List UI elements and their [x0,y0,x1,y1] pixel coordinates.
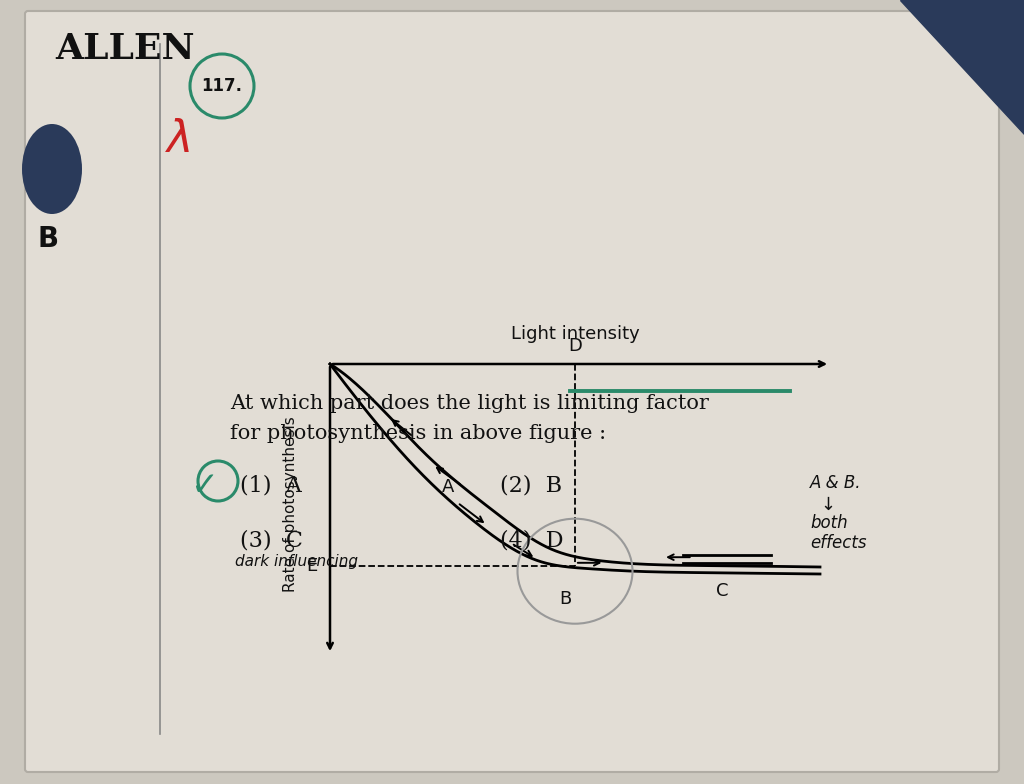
Text: $\lambda$: $\lambda$ [165,118,190,161]
Text: (2)  B: (2) B [500,474,562,496]
Text: At which part does the light is limiting factor: At which part does the light is limiting… [230,394,709,413]
Text: dark influencing: dark influencing [234,554,358,569]
Text: A & B.: A & B. [810,474,861,492]
Text: (3)  C: (3) C [240,529,303,551]
Text: B: B [38,225,58,253]
Text: ALLEN: ALLEN [55,32,195,66]
Text: both: both [810,514,848,532]
Text: A: A [441,478,454,496]
Text: for photosynthesis in above figure :: for photosynthesis in above figure : [230,424,606,443]
Text: ✓: ✓ [191,469,219,502]
Text: Light intensity: Light intensity [511,325,639,343]
Text: D: D [568,337,582,355]
Text: (1)  A: (1) A [240,474,302,496]
Text: (4)  D: (4) D [500,529,563,551]
FancyBboxPatch shape [25,11,999,772]
Text: ↓: ↓ [820,496,836,514]
Text: effects: effects [810,534,866,552]
Text: 117.: 117. [202,77,243,95]
Text: B: B [559,590,571,608]
Text: C: C [716,582,728,600]
Ellipse shape [22,124,82,214]
Text: E: E [307,557,318,575]
Polygon shape [900,0,1024,134]
Text: Rate of photosynthesis: Rate of photosynthesis [283,416,298,592]
